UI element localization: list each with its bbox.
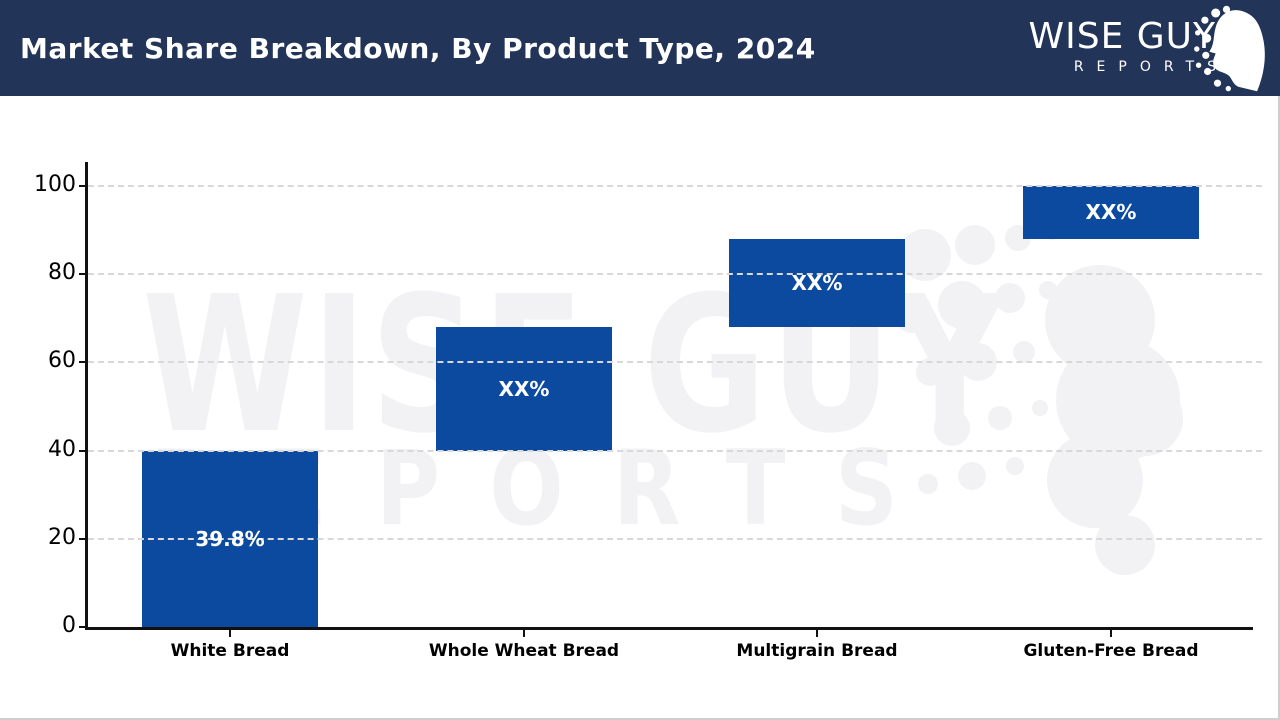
gridline bbox=[88, 449, 1262, 452]
bar-value-label: XX% bbox=[1085, 200, 1137, 225]
header-bar: Market Share Breakdown, By Product Type,… bbox=[0, 0, 1280, 96]
page-title: Market Share Breakdown, By Product Type,… bbox=[20, 31, 816, 65]
y-axis-tick-label: 0 bbox=[62, 613, 76, 638]
bar-segment bbox=[1023, 186, 1199, 239]
gridline bbox=[88, 361, 1262, 364]
brand-name-text: WISE GUY bbox=[1028, 16, 1216, 57]
bar-value-label: 39.8% bbox=[195, 527, 265, 552]
y-axis-tick bbox=[79, 273, 87, 276]
gridline bbox=[88, 185, 1262, 187]
y-axis-tick-label: 40 bbox=[48, 436, 76, 462]
bar-value-label: XX% bbox=[791, 271, 843, 295]
wiseguy-face-icon bbox=[1194, 5, 1265, 92]
x-axis-tick bbox=[523, 630, 525, 637]
brand-logo: WISE GUY REPORTS bbox=[1029, 18, 1217, 75]
gridline bbox=[88, 537, 1262, 540]
x-axis-category-label: Gluten-Free Bread bbox=[1023, 641, 1199, 661]
y-axis-line bbox=[85, 162, 88, 630]
y-axis-tick bbox=[79, 449, 87, 452]
y-axis-tick bbox=[79, 185, 87, 187]
y-axis-tick bbox=[79, 361, 87, 364]
x-axis-category-label: White Bread bbox=[170, 641, 290, 661]
bar-value-label: XX% bbox=[498, 377, 550, 402]
y-axis-tick bbox=[79, 537, 87, 540]
x-axis-category-label: Whole Wheat Bread bbox=[428, 641, 620, 661]
x-axis-tick bbox=[816, 630, 818, 637]
x-axis-category-label: Multigrain Bread bbox=[736, 641, 898, 661]
y-axis-tick bbox=[79, 626, 87, 628]
x-axis-line bbox=[85, 627, 1253, 630]
y-axis-tick-label: 20 bbox=[48, 524, 76, 550]
x-axis-tick bbox=[229, 630, 231, 637]
y-axis-tick-label: 100 bbox=[34, 172, 76, 197]
y-axis-tick-label: 80 bbox=[48, 260, 76, 286]
bar-segment bbox=[436, 327, 612, 452]
bar-segment bbox=[729, 238, 905, 328]
gridline bbox=[88, 273, 1262, 276]
brand-sub-text: REPORTS bbox=[1073, 58, 1229, 75]
x-axis-tick bbox=[1110, 630, 1112, 637]
y-axis-tick-label: 60 bbox=[48, 348, 76, 374]
